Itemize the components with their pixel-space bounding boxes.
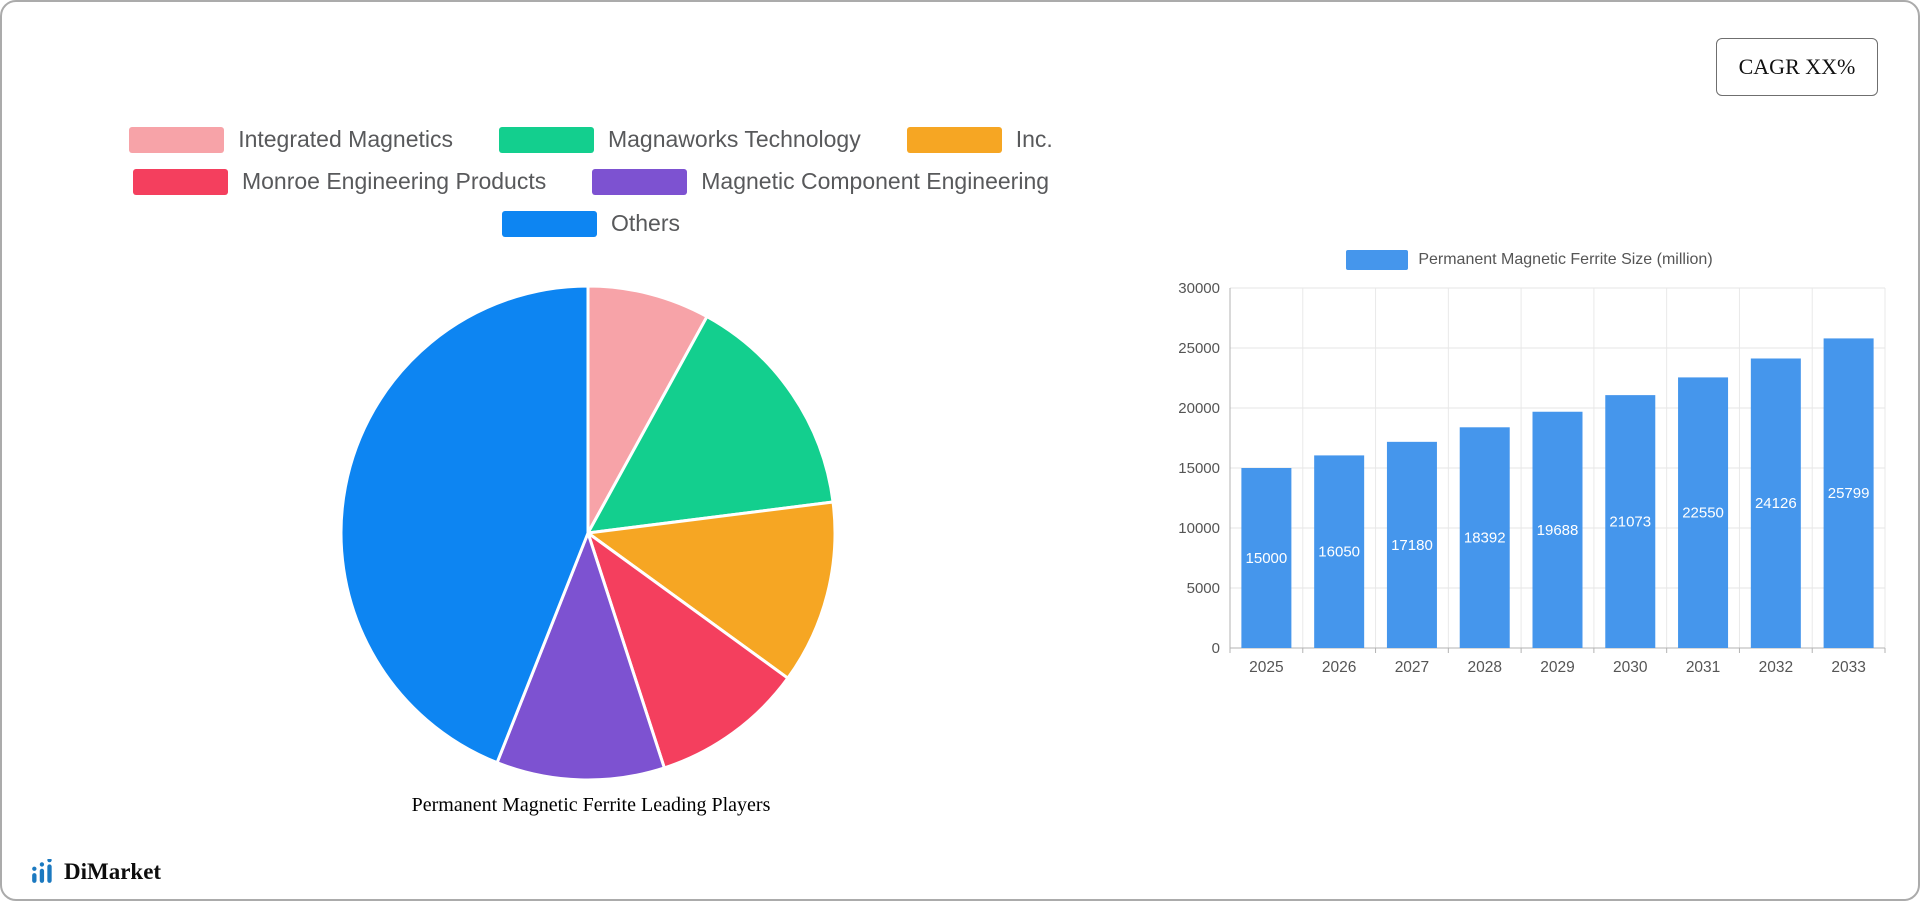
x-axis-category-label: 2026	[1322, 659, 1356, 676]
pie-legend-item: Inc.	[906, 126, 1053, 153]
bar-2029	[1532, 411, 1583, 648]
legend-label: Monroe Engineering Products	[241, 168, 547, 194]
cagr-label: CAGR XX%	[1738, 54, 1856, 79]
pie-legend-row: Others	[501, 210, 681, 237]
y-axis-tick-label: 10000	[1178, 520, 1220, 537]
brand-name: DiMarket	[64, 859, 162, 884]
cagr-badge: CAGR XX%	[1716, 38, 1878, 96]
pie-slice-5	[339, 284, 590, 765]
legend-color-swatch	[501, 210, 597, 237]
bar-2031	[1678, 377, 1729, 648]
legend-color-swatch	[592, 168, 688, 195]
x-axis-category-label: 2028	[1467, 659, 1501, 676]
y-axis-tick-label: 30000	[1178, 280, 1220, 297]
bar-value-label: 21073	[1609, 514, 1651, 531]
bar-value-label: 24126	[1755, 495, 1797, 512]
bar-2033	[1823, 338, 1874, 648]
legend-label: Magnaworks Technology	[607, 126, 861, 152]
brand-bar	[39, 868, 45, 883]
bar-2026	[1314, 455, 1365, 648]
bar-2032	[1750, 358, 1801, 648]
brand-bar	[47, 864, 52, 883]
brand-bars-icon	[32, 859, 52, 883]
x-axis-category-label: 2030	[1613, 659, 1648, 676]
legend-label: Inc.	[1015, 126, 1053, 152]
y-axis-tick-label: 0	[1212, 640, 1220, 657]
legend-color-swatch	[132, 168, 228, 195]
legend-label: Others	[610, 210, 681, 236]
pie-chart	[339, 284, 837, 782]
x-axis-category-label: 2027	[1395, 659, 1429, 676]
legend-color-swatch	[129, 126, 225, 153]
bar-2028	[1459, 427, 1510, 648]
legend-label: Integrated Magnetics	[238, 126, 453, 152]
pie-legend-item: Integrated Magnetics	[129, 126, 453, 153]
x-axis-category-label: 2031	[1686, 659, 1720, 676]
brand-bar-dot	[47, 859, 52, 863]
pie-slice-4	[495, 531, 666, 782]
bar-legend-swatch	[1346, 250, 1409, 270]
pie-legend: Integrated Magnetics Magnaworks Technolog…	[2, 126, 1180, 237]
bar-2027	[1386, 441, 1437, 648]
pie-chart-title: Permanent Magnetic Ferrite Leading Playe…	[411, 794, 771, 816]
pie-legend-item: Others	[501, 210, 681, 237]
x-axis-category-label: 2032	[1759, 659, 1793, 676]
pie-slice-0	[586, 284, 709, 535]
brand-bar-dot	[39, 862, 45, 867]
pie-legend-item: Monroe Engineering Products	[132, 168, 547, 195]
x-axis-category-label: 2033	[1831, 659, 1865, 676]
pie-slice-2	[586, 500, 837, 680]
bar-value-label: 16050	[1318, 544, 1360, 561]
bar-2030	[1605, 395, 1656, 648]
bar-value-label: 15000	[1246, 550, 1288, 567]
y-axis-tick-label: 15000	[1178, 460, 1220, 477]
brand-logo: DiMarket	[30, 859, 161, 885]
bar-value-label: 18392	[1464, 530, 1506, 547]
bar-value-label: 25799	[1828, 485, 1870, 502]
pie-legend-row: Monroe Engineering Products Magnetic Comp…	[132, 168, 1049, 195]
brand-bar	[32, 873, 37, 883]
pie-slice-3	[586, 531, 790, 770]
bar-value-label: 17180	[1391, 537, 1433, 554]
pie-legend-item: Magnaworks Technology	[498, 126, 861, 153]
x-axis-category-label: 2025	[1249, 659, 1283, 676]
x-axis-category-label: 2029	[1540, 659, 1574, 676]
y-axis-tick-label: 25000	[1178, 340, 1220, 357]
legend-label: Magnetic Component Engineering	[701, 168, 1050, 194]
bar-chart-legend: Permanent Magnetic Ferrite Size (million…	[1167, 250, 1892, 270]
pie-legend-item: Magnetic Component Engineering	[592, 168, 1049, 195]
bar-value-label: 22550	[1682, 505, 1724, 522]
y-axis-tick-label: 5000	[1187, 580, 1220, 597]
y-axis-tick-label: 20000	[1178, 400, 1220, 417]
bar-value-label: 19688	[1537, 522, 1579, 539]
legend-color-swatch	[906, 126, 1002, 153]
pie-legend-row: Integrated Magnetics Magnaworks Technolog…	[129, 126, 1053, 153]
bar-legend-label: Permanent Magnetic Ferrite Size (million…	[1418, 251, 1713, 268]
bar-2025	[1241, 468, 1292, 648]
legend-color-swatch	[498, 126, 594, 153]
brand-bar-dot	[32, 866, 37, 871]
pie-slice-1	[586, 315, 835, 535]
bar-chart: 0 5000 10000 15000 20000 25000 30000 15000 2025 1…	[1178, 280, 1886, 676]
